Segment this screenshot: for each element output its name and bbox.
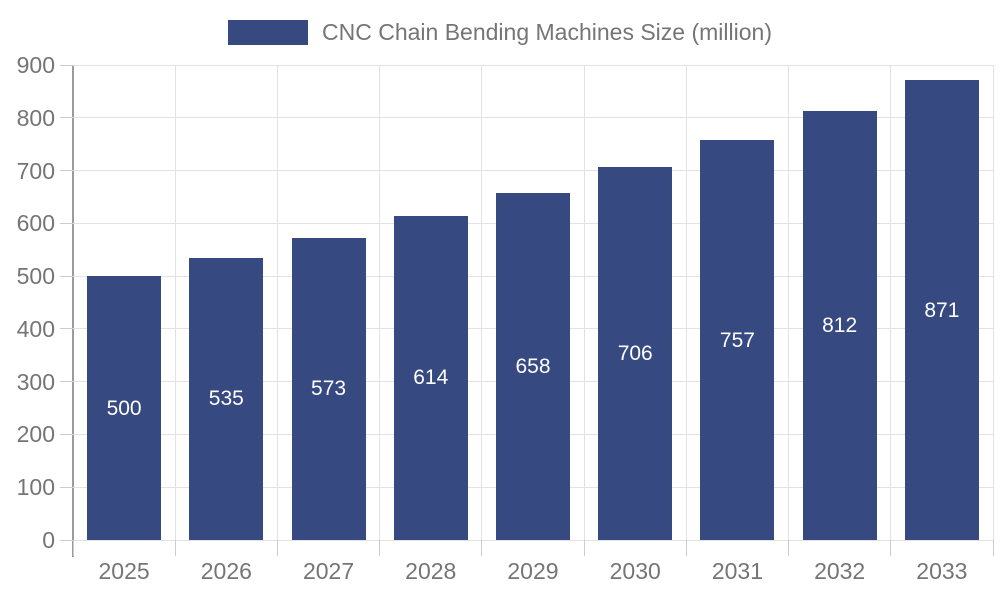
bar-value-label: 500 <box>106 396 142 420</box>
bar-value-label: 614 <box>413 366 449 390</box>
y-tick <box>60 539 73 541</box>
y-tick <box>60 486 73 488</box>
x-tick <box>788 540 790 556</box>
y-axis-tick-label: 800 <box>16 104 55 131</box>
y-axis-tick-label: 500 <box>16 263 55 290</box>
plot-area: 500 535 573 614 658 706 757 812 871 <box>73 64 994 541</box>
x-axis-tick-label: 2033 <box>916 558 968 584</box>
bar-2025[interactable]: 500 <box>87 276 162 540</box>
v-gridline <box>481 65 483 540</box>
y-tick <box>60 64 73 66</box>
v-gridline <box>685 65 687 540</box>
y-tick <box>60 117 73 119</box>
bar-2033[interactable]: 871 <box>904 80 979 540</box>
x-axis-tick-label: 2030 <box>609 558 661 584</box>
bar-2031[interactable]: 757 <box>700 140 775 540</box>
x-tick <box>890 540 892 556</box>
bar-2027[interactable]: 573 <box>291 237 366 540</box>
y-tick <box>60 275 73 277</box>
x-tick <box>481 540 483 556</box>
v-gridline <box>276 65 278 540</box>
y-tick <box>60 381 73 383</box>
y-tick <box>60 170 73 172</box>
bar-value-label: 757 <box>719 328 755 352</box>
x-tick <box>685 540 687 556</box>
y-tick <box>60 433 73 435</box>
bar-2028[interactable]: 614 <box>393 215 468 540</box>
bar-2030[interactable]: 706 <box>598 167 673 540</box>
bar-value-label: 812 <box>822 314 858 338</box>
x-axis-tick-label: 2027 <box>302 558 355 584</box>
legend-swatch <box>228 19 309 45</box>
x-axis-tick-label: 2032 <box>814 558 866 584</box>
x-tick <box>72 540 74 556</box>
legend[interactable]: CNC Chain Bending Machines Size (million… <box>0 17 1000 47</box>
bar-value-label: 573 <box>311 377 347 401</box>
y-axis-tick-label: 700 <box>16 157 55 184</box>
y-axis-line <box>72 65 74 557</box>
bar-2032[interactable]: 812 <box>802 111 877 540</box>
y-axis-tick-label: 400 <box>16 315 55 342</box>
v-gridline <box>992 65 994 540</box>
y-tick <box>60 328 73 330</box>
bar-2026[interactable]: 535 <box>189 257 264 540</box>
x-axis-tick-label: 2026 <box>200 558 252 584</box>
h-gridline <box>73 170 993 172</box>
y-axis-tick-label: 900 <box>16 52 55 78</box>
x-tick <box>174 540 176 556</box>
x-tick <box>379 540 381 556</box>
bar-value-label: 535 <box>208 387 244 411</box>
x-axis-tick-label: 2031 <box>711 558 764 584</box>
bar-value-label: 706 <box>617 342 653 366</box>
bar-value-label: 658 <box>515 354 551 378</box>
bar-value-label: 871 <box>924 298 960 322</box>
y-axis-tick-label: 600 <box>16 210 55 237</box>
h-gridline <box>73 539 993 541</box>
x-axis-tick-label: 2029 <box>507 558 559 584</box>
v-gridline <box>174 65 176 540</box>
v-gridline <box>583 65 585 540</box>
y-axis-tick-label: 200 <box>16 421 55 448</box>
legend-label: CNC Chain Bending Machines Size (million… <box>322 18 772 45</box>
v-gridline <box>379 65 381 540</box>
y-axis-tick-label: 300 <box>16 368 55 395</box>
v-gridline <box>788 65 790 540</box>
h-gridline <box>73 117 993 119</box>
y-axis-tick-label: 0 <box>42 527 55 553</box>
x-tick <box>583 540 585 556</box>
h-gridline <box>73 64 993 66</box>
y-axis-tick-label: 100 <box>16 474 55 501</box>
bar-2029[interactable]: 658 <box>496 192 570 540</box>
x-tick <box>992 540 994 556</box>
x-axis-tick-label: 2025 <box>98 558 150 584</box>
x-axis-tick-label: 2028 <box>405 558 457 584</box>
x-tick <box>276 540 278 556</box>
y-tick <box>60 222 73 224</box>
v-gridline <box>890 65 892 540</box>
